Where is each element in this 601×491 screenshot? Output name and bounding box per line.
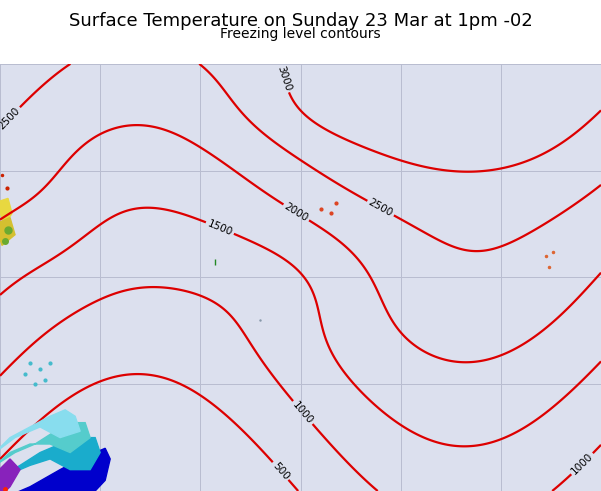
Text: 1500: 1500 bbox=[206, 218, 234, 238]
Text: 500: 500 bbox=[270, 461, 291, 482]
Polygon shape bbox=[0, 437, 100, 480]
Polygon shape bbox=[0, 423, 90, 465]
Polygon shape bbox=[0, 198, 12, 224]
Text: Surface Temperature on Sunday 23 Mar at 1pm -02: Surface Temperature on Sunday 23 Mar at … bbox=[69, 12, 532, 30]
Text: Freezing level contours: Freezing level contours bbox=[220, 27, 381, 41]
Text: 3000: 3000 bbox=[275, 64, 293, 92]
Polygon shape bbox=[0, 448, 110, 491]
Polygon shape bbox=[0, 218, 15, 246]
Text: 1000: 1000 bbox=[290, 399, 315, 426]
Text: 2500: 2500 bbox=[0, 105, 22, 131]
Text: 2500: 2500 bbox=[367, 197, 394, 219]
Text: 2000: 2000 bbox=[282, 201, 310, 223]
Text: 1000: 1000 bbox=[569, 451, 595, 477]
Polygon shape bbox=[0, 410, 80, 453]
Polygon shape bbox=[0, 459, 20, 491]
